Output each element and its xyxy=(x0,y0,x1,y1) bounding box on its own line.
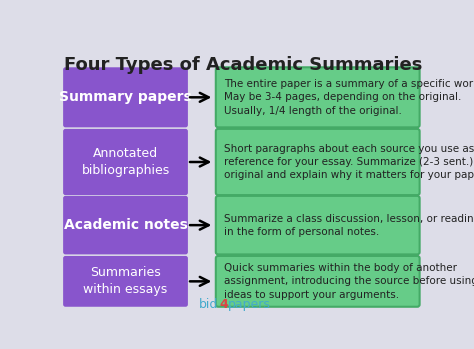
FancyBboxPatch shape xyxy=(216,129,419,195)
FancyBboxPatch shape xyxy=(63,129,188,195)
Text: Summarize a class discussion, lesson, or reading
in the form of personal notes.: Summarize a class discussion, lesson, or… xyxy=(224,214,474,237)
Text: Four Types of Academic Summaries: Four Types of Academic Summaries xyxy=(64,56,422,74)
FancyBboxPatch shape xyxy=(63,256,188,307)
Text: Annotated
bibliographies: Annotated bibliographies xyxy=(82,147,170,177)
Text: 4: 4 xyxy=(219,298,228,311)
Text: bid: bid xyxy=(199,298,218,311)
FancyBboxPatch shape xyxy=(63,196,188,254)
Text: Academic notes: Academic notes xyxy=(64,218,187,232)
Text: The entire paper is a summary of a specific work.
May be 3-4 pages, depending on: The entire paper is a summary of a speci… xyxy=(224,79,474,116)
Text: Summaries
within essays: Summaries within essays xyxy=(83,266,168,296)
Text: Short paragraphs about each source you use as a
reference for your essay. Summar: Short paragraphs about each source you u… xyxy=(224,144,474,180)
Text: Summary papers: Summary papers xyxy=(59,90,192,104)
FancyBboxPatch shape xyxy=(63,67,188,127)
Text: papers: papers xyxy=(228,298,271,311)
FancyBboxPatch shape xyxy=(216,256,419,307)
FancyBboxPatch shape xyxy=(216,67,419,127)
FancyBboxPatch shape xyxy=(216,196,419,254)
Text: Quick summaries within the body of another
assignment, introducing the source be: Quick summaries within the body of anoth… xyxy=(224,263,474,299)
